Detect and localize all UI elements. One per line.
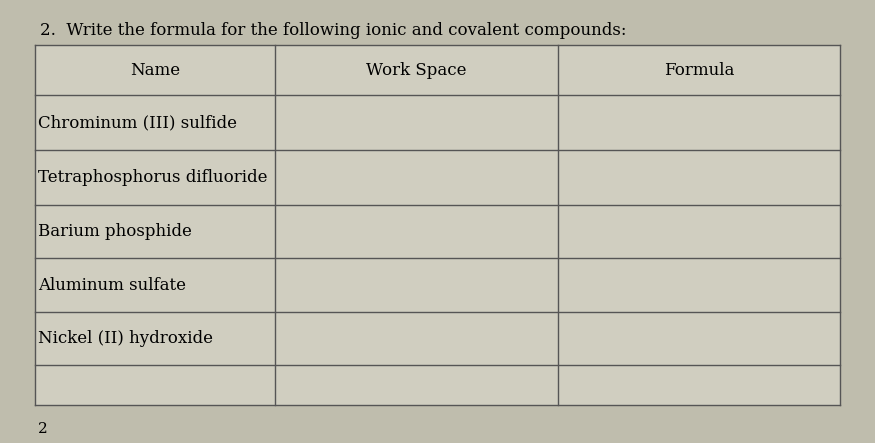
Bar [558,45,840,95]
Bar [275,258,558,312]
Text: Barium phosphide: Barium phosphide [38,223,192,240]
Text: 2: 2 [38,422,48,436]
Text: Work Space: Work Space [367,62,466,78]
Bar [35,312,275,365]
Bar [275,150,558,205]
Bar [35,258,275,312]
Text: Tetraphosphorus difluoride: Tetraphosphorus difluoride [38,169,268,186]
Bar [35,205,275,258]
Bar [275,312,558,365]
Text: Nickel (II) hydroxide: Nickel (II) hydroxide [38,330,213,347]
Text: 2.  Write the formula for the following ionic and covalent compounds:: 2. Write the formula for the following i… [40,22,626,39]
Bar [558,365,840,405]
Bar [558,95,840,150]
Bar [35,95,275,150]
Text: Aluminum sulfate: Aluminum sulfate [38,276,186,294]
Bar [558,150,840,205]
Bar [275,95,558,150]
Bar [35,365,275,405]
Bar [558,258,840,312]
Bar [35,150,275,205]
Bar [275,205,558,258]
Bar [558,312,840,365]
Text: Formula: Formula [664,62,734,78]
Text: Name: Name [130,62,180,78]
Bar [558,205,840,258]
Bar [35,45,275,95]
Bar [275,365,558,405]
Text: Chrominum (III) sulfide: Chrominum (III) sulfide [38,114,237,131]
Bar [275,45,558,95]
